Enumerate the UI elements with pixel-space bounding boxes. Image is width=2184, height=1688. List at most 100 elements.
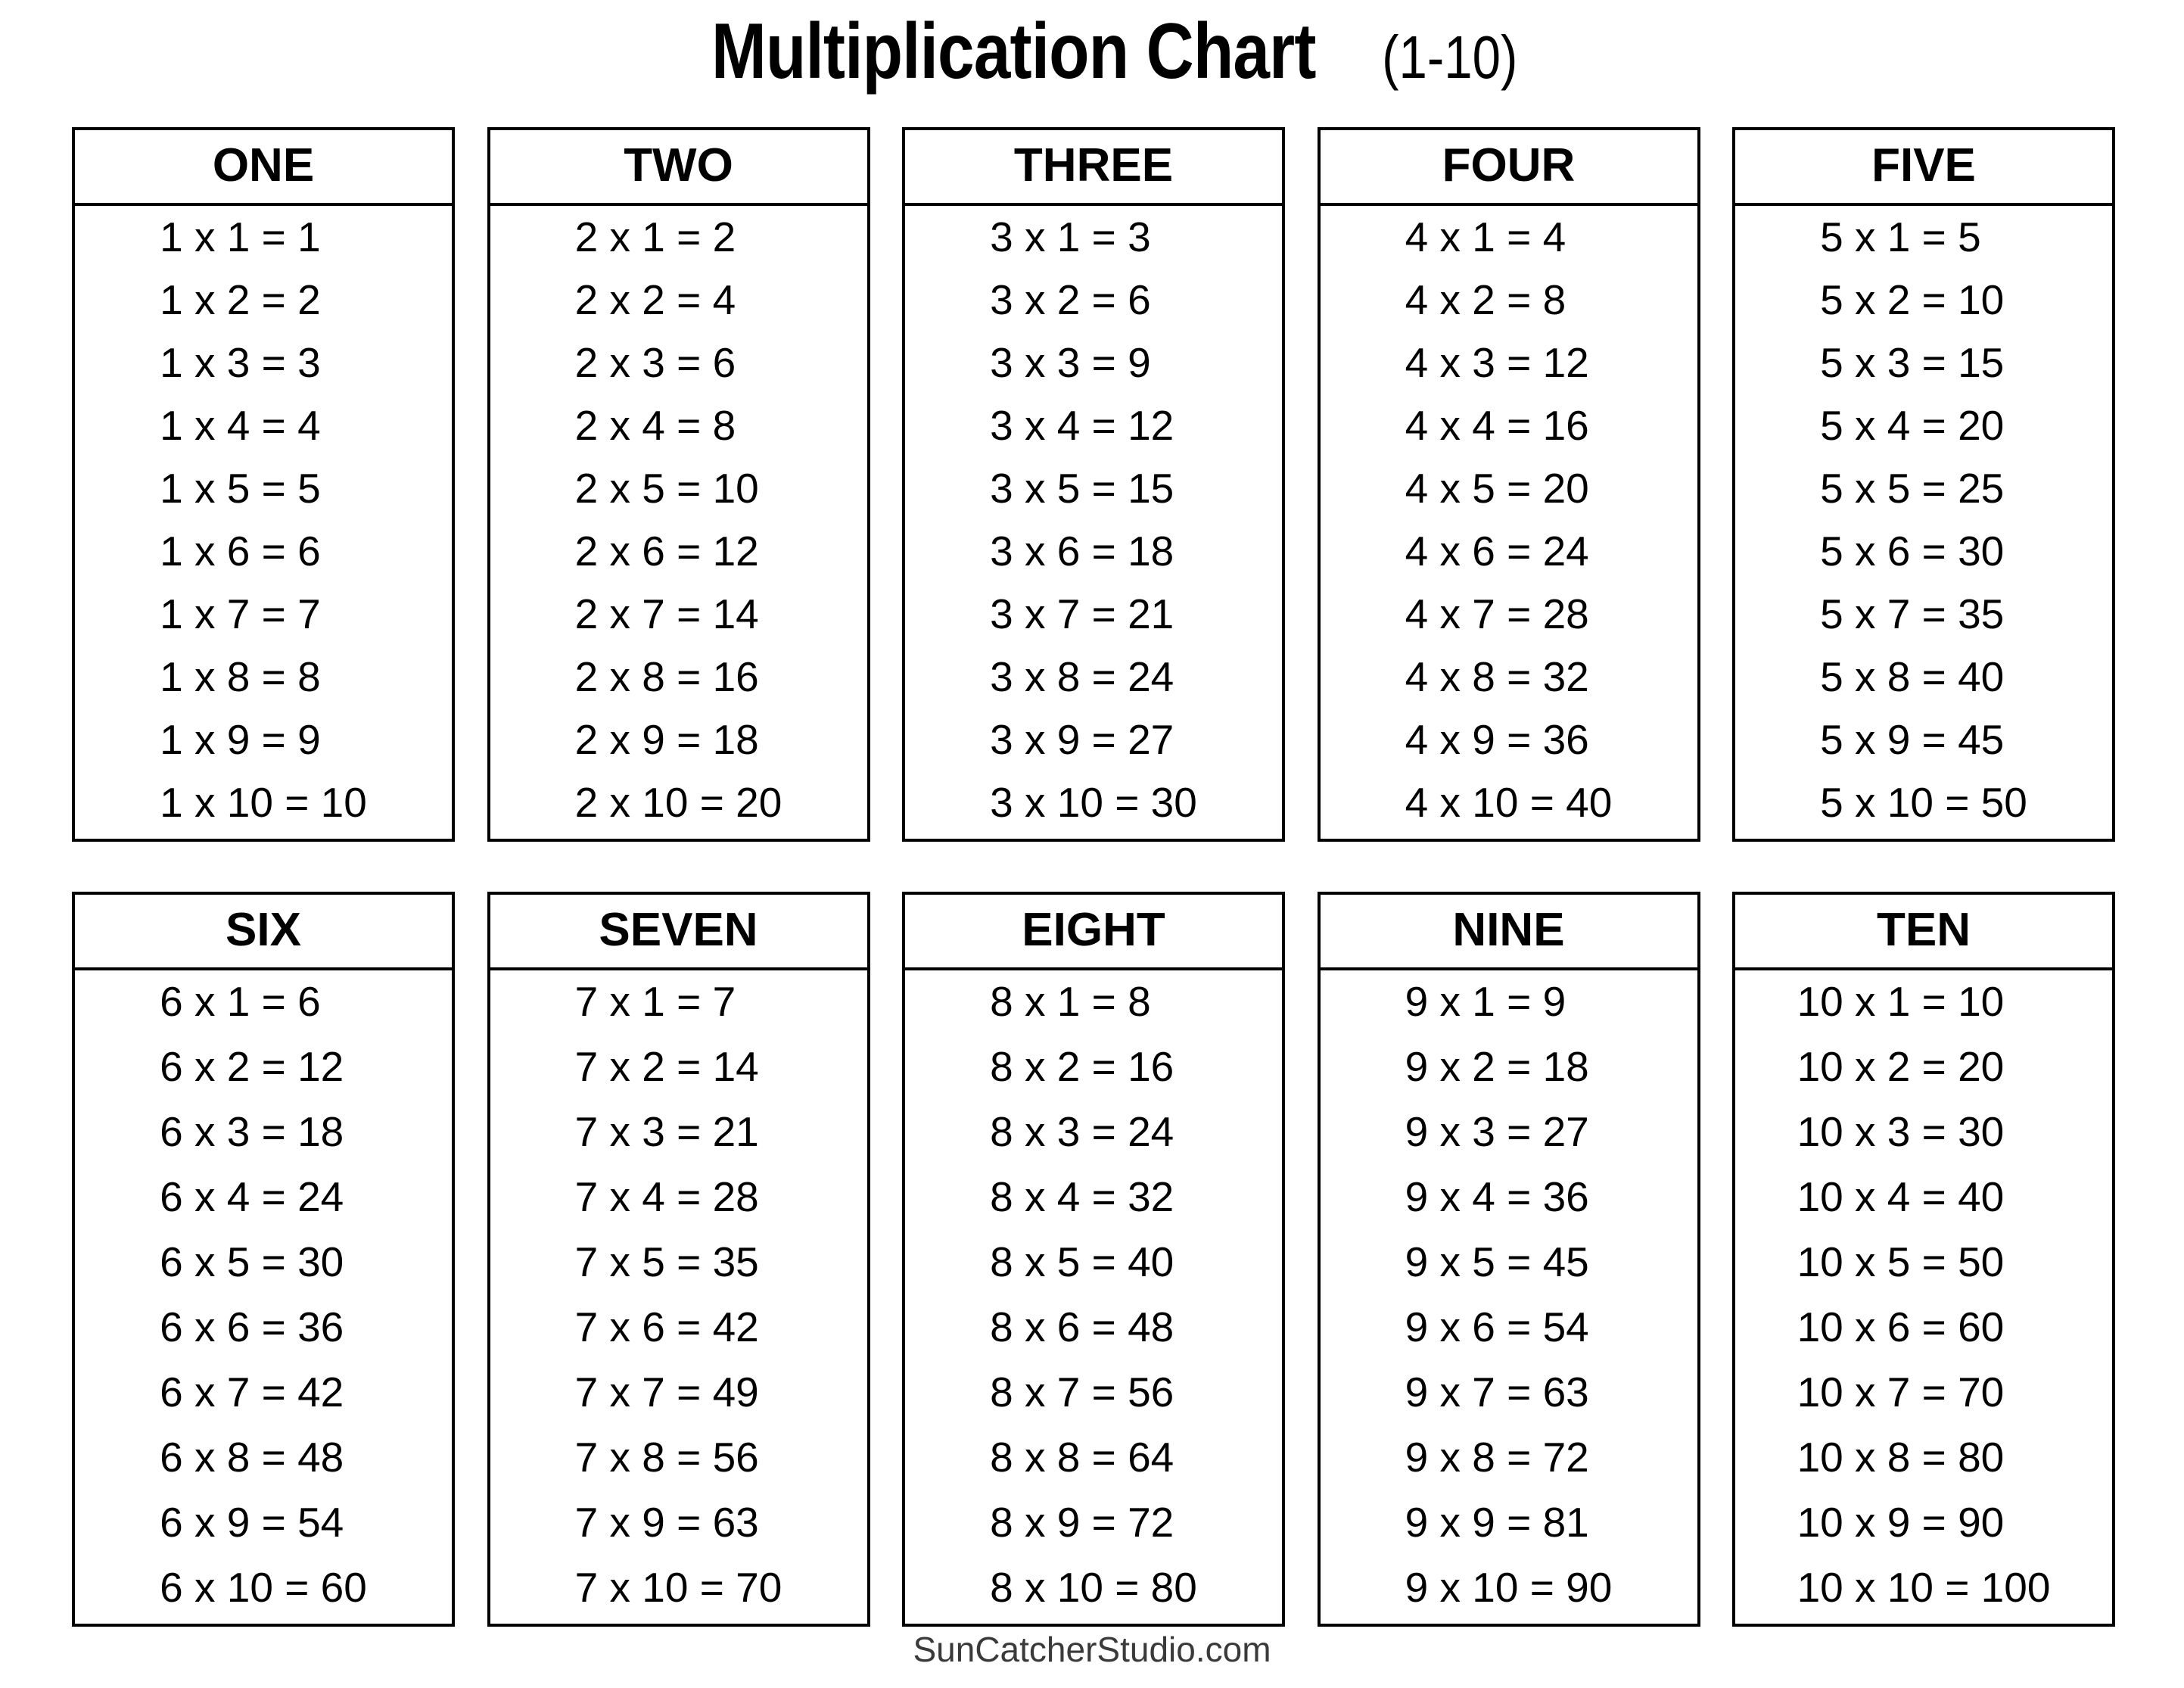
- table-card-body: 10 x 1 = 10 10 x 2 = 20 10 x 3 = 30 10 x 4 …: [1735, 970, 2112, 1624]
- equation-row: 6 x 10 = 60: [160, 1564, 367, 1611]
- equation-row: 6 x 7 = 42: [160, 1369, 344, 1415]
- equation-row: 8 x 10 = 80: [990, 1564, 1197, 1611]
- equation-row: 7 x 4 = 28: [574, 1173, 759, 1220]
- page-title-range: (1-10): [1381, 23, 1517, 91]
- table-card-body: 1 x 1 = 1 1 x 2 = 2 1 x 3 = 3 1 x 4 = 4 1 x …: [75, 206, 452, 839]
- equation-row: 5 x 2 = 10: [1820, 276, 2005, 323]
- equation-row: 1 x 10 = 10: [160, 779, 367, 826]
- equation-list: 7 x 1 = 7 7 x 2 = 14 7 x 3 = 21 7 x 4 = 28 7…: [575, 981, 782, 1612]
- equation-row: 3 x 1 = 3: [990, 213, 1151, 260]
- page-title: Multiplication Chart (1-10): [0, 0, 2184, 91]
- equation-row: 2 x 7 = 14: [574, 590, 759, 637]
- equation-row: 9 x 4 = 36: [1405, 1173, 1589, 1220]
- table-card-body: 9 x 1 = 9 9 x 2 = 18 9 x 3 = 27 9 x 4 = 36 9…: [1321, 970, 1697, 1624]
- equation-row: 8 x 7 = 56: [990, 1369, 1174, 1415]
- equation-row: 10 x 8 = 80: [1797, 1434, 2005, 1481]
- equation-row: 6 x 2 = 12: [160, 1043, 344, 1090]
- equation-row: 7 x 3 = 21: [574, 1108, 759, 1155]
- equation-list: 10 x 1 = 10 10 x 2 = 20 10 x 3 = 30 10 x 4 …: [1797, 981, 2051, 1612]
- equation-row: 2 x 2 = 4: [574, 276, 736, 323]
- equation-row: 5 x 9 = 45: [1820, 716, 2005, 763]
- equation-row: 4 x 1 = 4: [1405, 213, 1566, 260]
- equation-row: 4 x 3 = 12: [1405, 339, 1589, 386]
- equation-row: 9 x 5 = 45: [1405, 1238, 1589, 1285]
- equation-row: 10 x 1 = 10: [1797, 978, 2005, 1025]
- equation-row: 3 x 7 = 21: [990, 590, 1174, 637]
- table-card-body: 8 x 1 = 8 8 x 2 = 16 8 x 3 = 24 8 x 4 = 32 8…: [905, 970, 1282, 1624]
- equation-row: 1 x 3 = 3: [160, 339, 321, 386]
- equation-row: 8 x 5 = 40: [990, 1238, 1174, 1285]
- equation-row: 1 x 1 = 1: [160, 213, 321, 260]
- equation-row: 1 x 8 = 8: [160, 653, 321, 700]
- equation-row: 8 x 6 = 48: [990, 1303, 1174, 1350]
- equation-row: 7 x 8 = 56: [574, 1434, 759, 1481]
- equation-row: 2 x 8 = 16: [574, 653, 759, 700]
- table-card-body: 5 x 1 = 5 5 x 2 = 10 5 x 3 = 15 5 x 4 = 20 5…: [1735, 206, 2112, 839]
- table-card-header: TEN: [1735, 895, 2112, 970]
- equation-row: 1 x 6 = 6: [160, 528, 321, 575]
- equation-row: 7 x 9 = 63: [574, 1499, 759, 1546]
- equation-row: 5 x 4 = 20: [1820, 402, 2005, 449]
- table-card: SIX 6 x 1 = 6 6 x 2 = 12 6 x 3 = 18 6 x 4 = …: [72, 892, 455, 1627]
- table-card: TEN 10 x 1 = 10 10 x 2 = 20 10 x 3 = 30 10 x…: [1732, 892, 2115, 1627]
- equation-row: 8 x 9 = 72: [990, 1499, 1174, 1546]
- table-card-body: 4 x 1 = 4 4 x 2 = 8 4 x 3 = 12 4 x 4 = 16 4 …: [1321, 206, 1697, 839]
- equation-list: 9 x 1 = 9 9 x 2 = 18 9 x 3 = 27 9 x 4 = 36 9…: [1405, 981, 1613, 1612]
- equation-row: 5 x 8 = 40: [1820, 653, 2005, 700]
- equation-row: 2 x 3 = 6: [574, 339, 736, 386]
- table-card: THREE 3 x 1 = 3 3 x 2 = 6 3 x 3 = 9 3 x 4 = …: [902, 127, 1285, 842]
- equation-row: 10 x 6 = 60: [1797, 1303, 2005, 1350]
- equation-row: 10 x 10 = 100: [1797, 1564, 2051, 1611]
- equation-row: 4 x 7 = 28: [1405, 590, 1589, 637]
- table-card: SEVEN 7 x 1 = 7 7 x 2 = 14 7 x 3 = 21 7 x 4 …: [487, 892, 870, 1627]
- table-card-header: THREE: [905, 130, 1282, 206]
- equation-row: 4 x 6 = 24: [1405, 528, 1589, 575]
- equation-row: 2 x 10 = 20: [574, 779, 782, 826]
- table-card-header: SEVEN: [490, 895, 867, 970]
- equation-row: 1 x 9 = 9: [160, 716, 321, 763]
- equation-row: 6 x 8 = 48: [160, 1434, 344, 1481]
- equation-row: 2 x 9 = 18: [574, 716, 759, 763]
- equation-row: 5 x 7 = 35: [1820, 590, 2005, 637]
- equation-row: 8 x 3 = 24: [990, 1108, 1174, 1155]
- footer-credit: SunCatcherStudio.com: [913, 1630, 1271, 1669]
- equation-row: 6 x 3 = 18: [160, 1108, 344, 1155]
- equation-row: 9 x 8 = 72: [1405, 1434, 1589, 1481]
- equation-row: 5 x 3 = 15: [1820, 339, 2005, 386]
- table-card-body: 2 x 1 = 2 2 x 2 = 4 2 x 3 = 6 2 x 4 = 8 2 x …: [490, 206, 867, 839]
- equation-row: 9 x 3 = 27: [1405, 1108, 1589, 1155]
- equation-row: 3 x 2 = 6: [990, 276, 1151, 323]
- equation-row: 5 x 5 = 25: [1820, 465, 2005, 512]
- equation-row: 9 x 9 = 81: [1405, 1499, 1589, 1546]
- equation-row: 6 x 9 = 54: [160, 1499, 344, 1546]
- equation-row: 2 x 6 = 12: [574, 528, 759, 575]
- equation-row: 8 x 4 = 32: [990, 1173, 1174, 1220]
- equation-list: 3 x 1 = 3 3 x 2 = 6 3 x 3 = 9 3 x 4 = 12 3 x…: [990, 216, 1197, 827]
- equation-row: 9 x 1 = 9: [1405, 978, 1566, 1025]
- equation-row: 6 x 4 = 24: [160, 1173, 344, 1220]
- equation-row: 2 x 5 = 10: [574, 465, 759, 512]
- equation-row: 4 x 8 = 32: [1405, 653, 1589, 700]
- table-card-body: 7 x 1 = 7 7 x 2 = 14 7 x 3 = 21 7 x 4 = 28 7…: [490, 970, 867, 1624]
- table-card-body: 3 x 1 = 3 3 x 2 = 6 3 x 3 = 9 3 x 4 = 12 3 x…: [905, 206, 1282, 839]
- equation-row: 10 x 9 = 90: [1797, 1499, 2005, 1546]
- equation-row: 9 x 2 = 18: [1405, 1043, 1589, 1090]
- equation-row: 4 x 10 = 40: [1405, 779, 1613, 826]
- equation-row: 2 x 4 = 8: [574, 402, 736, 449]
- equation-list: 1 x 1 = 1 1 x 2 = 2 1 x 3 = 3 1 x 4 = 4 1 x …: [160, 216, 367, 827]
- table-card-header: FOUR: [1320, 130, 1697, 206]
- table-card-header: FIVE: [1735, 130, 2112, 206]
- equation-row: 3 x 6 = 18: [990, 528, 1174, 575]
- equation-list: 2 x 1 = 2 2 x 2 = 4 2 x 3 = 6 2 x 4 = 8 2 x …: [575, 216, 782, 827]
- equation-row: 1 x 5 = 5: [160, 465, 321, 512]
- equation-row: 10 x 5 = 50: [1797, 1238, 2005, 1285]
- table-card-body: 6 x 1 = 6 6 x 2 = 12 6 x 3 = 18 6 x 4 = 24 6…: [75, 970, 452, 1624]
- equation-row: 7 x 1 = 7: [574, 978, 736, 1025]
- table-card: FIVE 5 x 1 = 5 5 x 2 = 10 5 x 3 = 15 5 x 4 =…: [1732, 127, 2115, 842]
- equation-row: 3 x 10 = 30: [990, 779, 1197, 826]
- equation-row: 5 x 6 = 30: [1820, 528, 2005, 575]
